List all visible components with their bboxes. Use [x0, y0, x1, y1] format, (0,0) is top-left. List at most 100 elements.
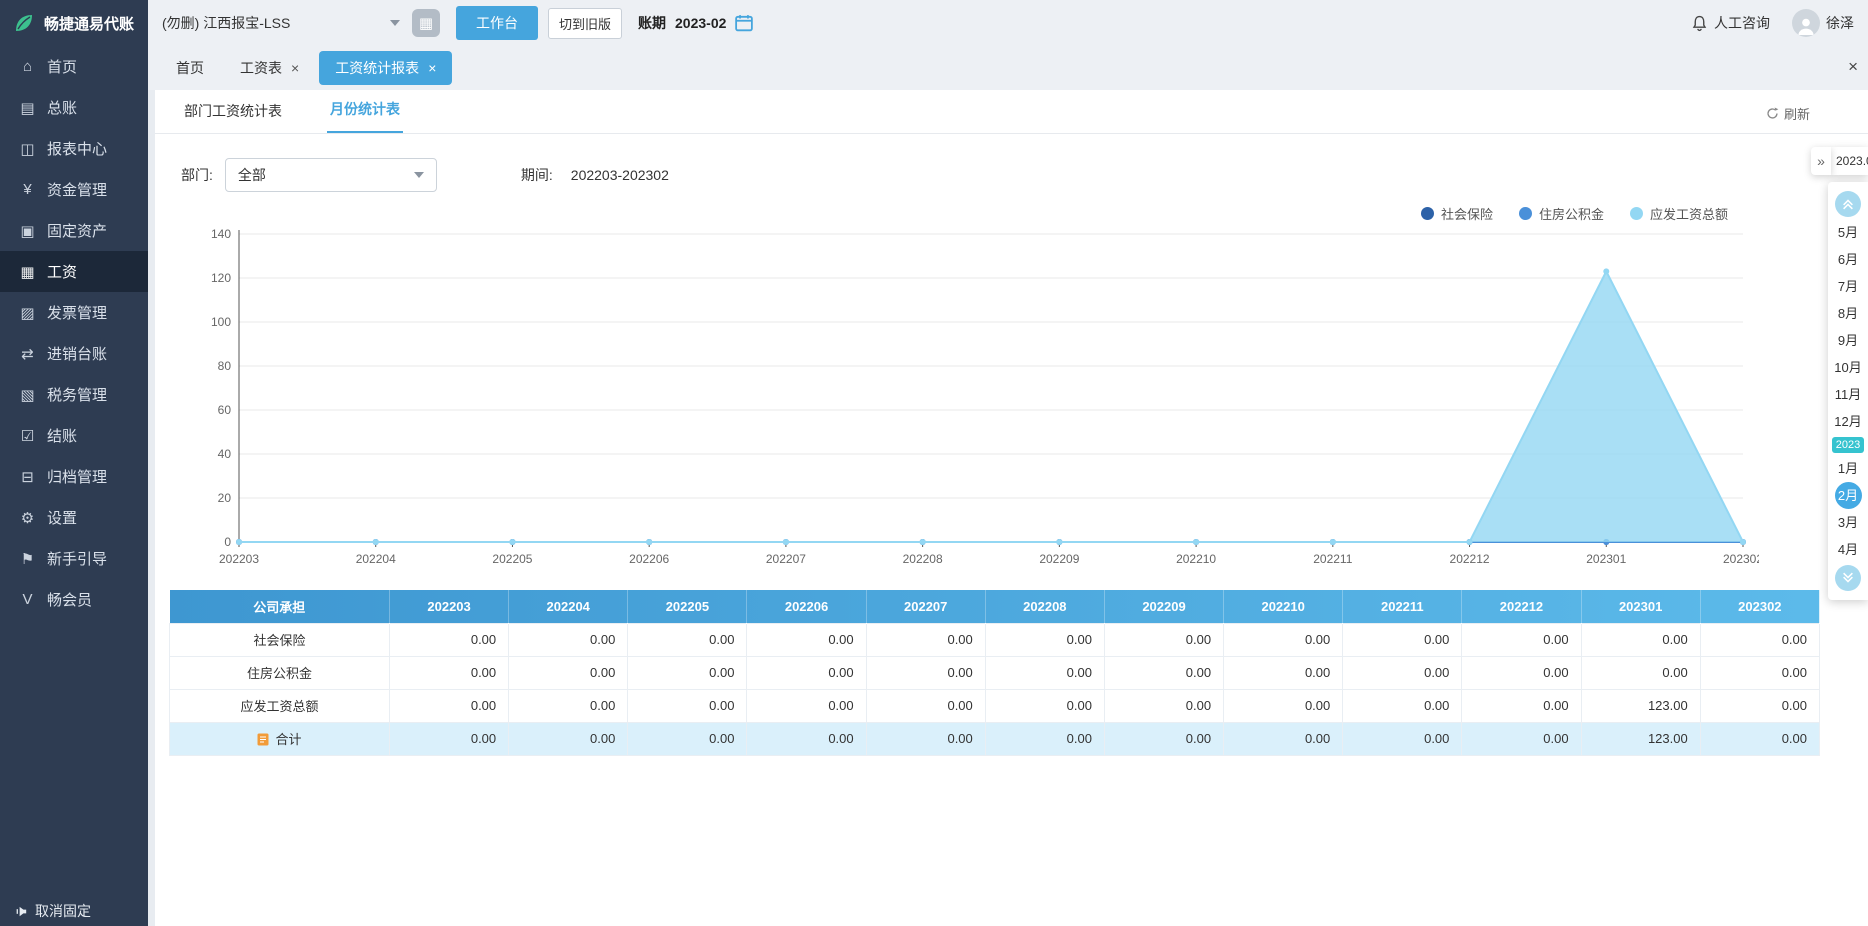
tab-close-icon[interactable]: × — [428, 60, 437, 76]
tab-首页[interactable]: 首页 — [160, 51, 220, 85]
table-row-应发工资总额: 应发工资总额 0.00 0.00 0.00 0.00 0.00 0.00 0.00 0.00 0.… — [169, 688, 1821, 723]
month-item-9月[interactable]: 9月 — [1837, 333, 1859, 348]
topbar: (勿删) 江西报宝-LSS ▦ 工作台 切到旧版 账期 2023-02 人工咨询 — [148, 0, 1868, 46]
apps-grid-button[interactable]: ▦ — [412, 9, 440, 37]
user-avatar[interactable] — [1792, 9, 1820, 37]
cell-value: 0.00 — [1103, 655, 1225, 690]
subtab-department-stats[interactable]: 部门工资统计表 — [184, 103, 282, 119]
subtab-monthly-stats[interactable]: 月份统计表 — [327, 99, 403, 133]
chart-gridlines — [239, 233, 1743, 499]
sidebar-item-发票管理[interactable]: ▨ 发票管理 — [0, 292, 148, 333]
cell-value: 0.00 — [1342, 622, 1463, 657]
home-icon: ⌂ — [22, 58, 33, 75]
month-item-8月[interactable]: 8月 — [1837, 306, 1859, 321]
unpin-button[interactable]: 取消固定 — [14, 901, 91, 921]
sidebar-item-工资[interactable]: ▦ 工资 — [0, 251, 148, 292]
sidebar-item-结账[interactable]: ☑ 结账 — [0, 415, 148, 456]
cell-value: 0.00 — [388, 721, 510, 756]
department-select-value: 全部 — [237, 167, 266, 183]
table-col-header: 202302 — [1700, 590, 1821, 623]
svg-text:202209: 202209 — [1039, 552, 1079, 566]
period-filter-label: 期间: — [520, 167, 553, 183]
month-scroll-up-button[interactable] — [1835, 191, 1861, 217]
table-col-header: 202204 — [508, 590, 629, 623]
workbench-button[interactable]: 工作台 — [456, 6, 538, 40]
period-range-value: 202203-202302 — [570, 167, 669, 183]
company-selector-value: (勿删) 江西报宝-LSS — [162, 15, 291, 31]
cell-value: 0.00 — [1342, 655, 1463, 690]
table-col-header: 202203 — [389, 590, 510, 623]
sidebar-item-进销台账[interactable]: ⇄ 进销台账 — [0, 333, 148, 374]
table-col-header: 202207 — [866, 590, 986, 623]
filter-row: 部门: 全部 期间: 202203-202302 — [155, 134, 1868, 192]
tab-工资表[interactable]: 工资表 × — [224, 51, 315, 85]
user-name[interactable]: 徐泽 — [1826, 15, 1854, 31]
tab-工资统计报表[interactable]: 工资统计报表 × — [319, 51, 453, 85]
tab-close-icon[interactable]: × — [291, 60, 300, 76]
sidebar-item-税务管理[interactable]: ▧ 税务管理 — [0, 374, 148, 415]
month-item-7月[interactable]: 7月 — [1837, 279, 1859, 294]
sidebar-item-label: 报表中心 — [47, 141, 108, 158]
guide-icon: ⚑ — [20, 550, 35, 568]
refresh-icon — [1767, 107, 1779, 119]
chevron-down-icon — [390, 20, 400, 26]
sidebar-item-报表中心[interactable]: ◫ 报表中心 — [0, 128, 148, 169]
cell-value: 0.00 — [1699, 655, 1821, 690]
month-item-4月[interactable]: 4月 — [1837, 542, 1859, 557]
month-item-12月[interactable]: 12月 — [1834, 414, 1862, 429]
tax-icon: ▧ — [20, 386, 35, 404]
calendar-icon[interactable] — [735, 14, 754, 32]
refresh-button[interactable]: 刷新 — [1766, 104, 1810, 123]
double-chevron-down-icon — [1843, 572, 1853, 583]
sidebar-item-固定资产[interactable]: ▣ 固定资产 — [0, 210, 148, 251]
legend-item-住房公积金[interactable]: 住房公积金 — [1518, 204, 1604, 223]
department-select[interactable]: 全部 — [224, 158, 437, 192]
svg-text:202302: 202302 — [1723, 552, 1759, 566]
salary-icon: ▦ — [20, 263, 35, 281]
sidebar-item-首页[interactable]: ⌂ 首页 — [0, 46, 148, 87]
legend-item-社会保险[interactable]: 社会保险 — [1420, 204, 1493, 223]
month-item-1月[interactable]: 1月 — [1837, 461, 1859, 476]
month-item-5月[interactable]: 5月 — [1837, 225, 1859, 240]
sidebar-nav: ⌂ 首页 ▤ 总账 ◫ 报表中心 ¥ 资金管理 ▣ 固定资产 ▦ 工资 ▨ 发票管理 ⇄ 进销台账 ▧ 税务管理 ☑… — [0, 46, 148, 620]
sidebar-item-资金管理[interactable]: ¥ 资金管理 — [0, 169, 148, 210]
svg-text:202203: 202203 — [219, 552, 259, 566]
year-badge: 2023 — [1831, 437, 1865, 453]
svg-text:120: 120 — [211, 271, 231, 285]
sidebar-item-label: 归档管理 — [47, 469, 108, 486]
month-item-2月[interactable]: 2月 — [1834, 482, 1862, 509]
month-item-3月[interactable]: 3月 — [1837, 515, 1859, 530]
logo-leaf-icon — [16, 15, 32, 31]
salary-table-wrap: 公司承担 202203 202204 202205 202206 202207 202208… — [169, 590, 1821, 756]
sidebar-item-设置[interactable]: ⚙ 设置 — [0, 497, 148, 538]
month-panel-expand-handle[interactable]: » — [1811, 147, 1831, 175]
month-item-11月[interactable]: 11月 — [1834, 387, 1862, 402]
sidebar-item-总账[interactable]: ▤ 总账 — [0, 87, 148, 128]
month-panel-tooltip: 2023.0 — [1831, 147, 1868, 175]
invoice-icon: ▨ — [20, 304, 35, 322]
sidebar-item-新手引导[interactable]: ⚑ 新手引导 — [0, 538, 148, 579]
month-item-10月[interactable]: 10月 — [1834, 360, 1862, 375]
legend-item-应发工资总额[interactable]: 应发工资总额 — [1629, 204, 1728, 223]
sidebar-item-畅会员[interactable]: V 畅会员 — [0, 579, 148, 620]
svg-text:40: 40 — [218, 447, 232, 461]
switch-old-version-button[interactable]: 切到旧版 — [548, 7, 623, 39]
cell-value: 0.00 — [746, 721, 867, 756]
company-selector[interactable]: (勿删) 江西报宝-LSS — [162, 13, 400, 33]
cell-value: 0.00 — [1103, 721, 1225, 756]
month-scroll-down-button[interactable] — [1835, 565, 1861, 591]
table-col-header: 202205 — [627, 590, 748, 623]
tabbar-close-icon[interactable]: × — [1848, 57, 1858, 76]
sidebar-item-归档管理[interactable]: ⊟ 归档管理 — [0, 456, 148, 497]
legend-dot — [1518, 207, 1532, 220]
cell-value: 0.00 — [1223, 622, 1344, 657]
consult-button[interactable]: 人工咨询 — [1691, 13, 1770, 33]
chart-legend: 社会保险 住房公积金 应发工资总额 — [1420, 204, 1728, 223]
tabbar: 首页 工资表 × 工资统计报表 × × — [148, 46, 1868, 90]
sidebar-item-label: 税务管理 — [47, 387, 108, 404]
table-row-住房公积金: 住房公积金 0.00 0.00 0.00 0.00 0.00 0.00 0.00 0.00 0.0… — [169, 655, 1821, 690]
table-corner-header: 公司承担 — [169, 590, 390, 623]
month-item-6月[interactable]: 6月 — [1837, 252, 1859, 267]
cell-value: 0.00 — [984, 721, 1105, 756]
cell-value: 0.00 — [984, 655, 1105, 690]
